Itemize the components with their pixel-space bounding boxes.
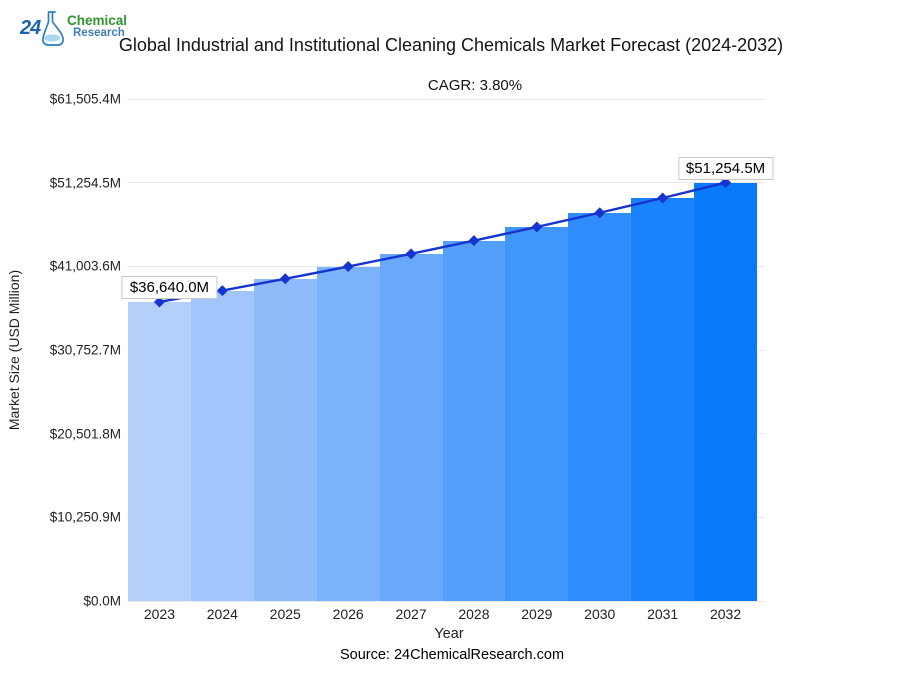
y-tick-label: $0.0M — [83, 593, 121, 609]
value-label-2032: $51,254.5M — [677, 156, 774, 180]
x-tick-label: 2031 — [647, 606, 679, 622]
x-tick-label: 2027 — [395, 606, 427, 622]
flask-icon — [42, 11, 64, 46]
gridline — [127, 98, 765, 100]
y-tick-label: $41,003.6M — [49, 258, 121, 274]
bar-2027 — [379, 253, 443, 601]
x-axis-title: Year — [434, 626, 464, 642]
source-credit: Source: 24ChemicalResearch.com — [339, 647, 565, 663]
x-tick-label: 2026 — [332, 606, 364, 622]
x-tick-label: 2025 — [269, 606, 301, 622]
y-tick-label: $30,752.7M — [49, 342, 121, 358]
bar-2025 — [253, 278, 318, 601]
x-tick-label: 2023 — [143, 606, 176, 622]
x-tick-label: 2030 — [584, 606, 616, 622]
x-tick-label: 2032 — [709, 606, 742, 622]
y-tick-label: $51,254.5M — [49, 175, 121, 191]
bar-2026 — [316, 266, 381, 601]
y-tick-label: $10,250.9M — [49, 509, 121, 525]
logo-text-chemical: Chemical — [67, 13, 128, 28]
logo-number: 24 — [20, 17, 41, 39]
bar-2024 — [190, 290, 255, 601]
cagr-subtitle: CAGR: 3.80% — [427, 77, 523, 94]
logo-text-research: Research — [73, 27, 125, 39]
x-tick-label: 2028 — [458, 606, 490, 622]
x-tick-label: 2024 — [206, 606, 238, 622]
y-tick-label: $61,505.4M — [49, 91, 121, 107]
gridline — [127, 600, 765, 602]
logo: 24 Chemical Research — [20, 8, 160, 56]
y-tick-label: $20,501.8M — [49, 426, 121, 442]
chart-title: Global Industrial and Institutional Clea… — [118, 35, 784, 55]
x-tick-label: 2029 — [521, 606, 553, 622]
bar-2023 — [128, 301, 192, 601]
value-label-2023: $36,640.0M — [121, 275, 218, 299]
